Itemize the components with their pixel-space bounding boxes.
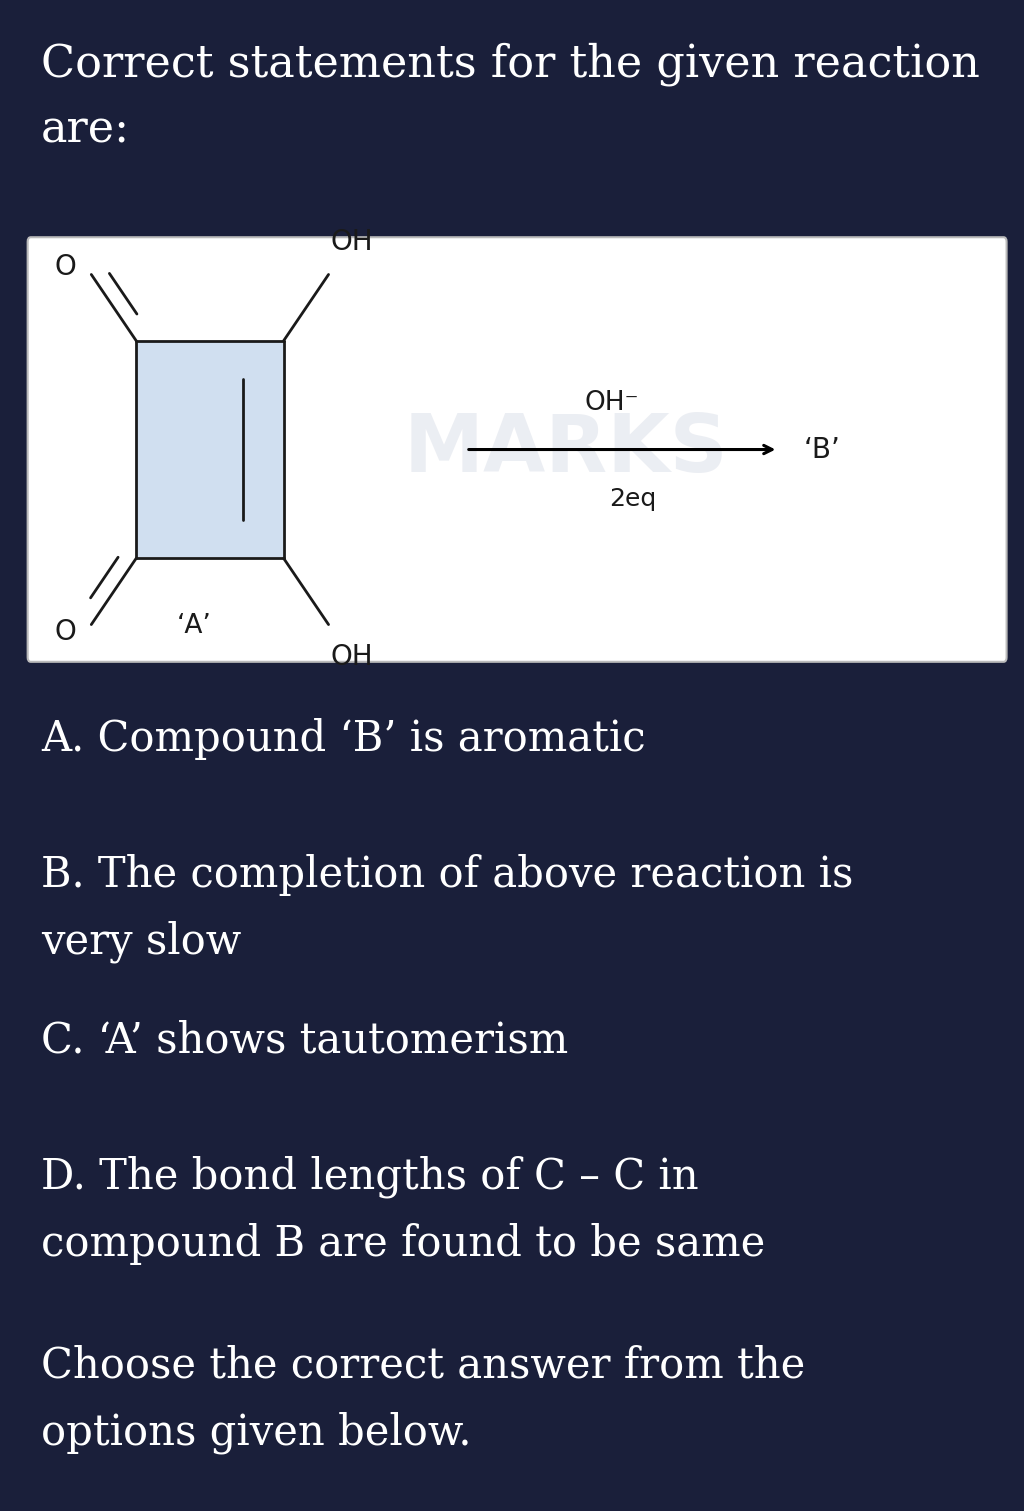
Text: Correct statements for the given reaction: Correct statements for the given reactio… xyxy=(41,42,980,86)
Text: B. The completion of above reaction is
very slow: B. The completion of above reaction is v… xyxy=(41,854,853,963)
Text: D. The bond lengths of C – C in
compound B are found to be same: D. The bond lengths of C – C in compound… xyxy=(41,1156,765,1265)
Text: OH: OH xyxy=(331,642,373,671)
Text: C. ‘A’ shows tautomerism: C. ‘A’ shows tautomerism xyxy=(41,1020,568,1062)
Text: OH: OH xyxy=(331,228,373,257)
Text: ‘B’: ‘B’ xyxy=(804,435,841,464)
Text: MARKS: MARKS xyxy=(403,411,728,488)
Text: ‘A’: ‘A’ xyxy=(177,613,212,639)
Text: are:: are: xyxy=(41,109,130,153)
Text: OH⁻: OH⁻ xyxy=(585,390,639,417)
Text: O: O xyxy=(55,252,77,281)
Text: Choose the correct answer from the
options given below.: Choose the correct answer from the optio… xyxy=(41,1345,805,1454)
Text: 2eq: 2eq xyxy=(608,488,656,511)
Text: O: O xyxy=(55,618,77,647)
Bar xyxy=(137,343,283,558)
Text: A. Compound ‘B’ is aromatic: A. Compound ‘B’ is aromatic xyxy=(41,718,645,760)
FancyBboxPatch shape xyxy=(28,237,1007,662)
